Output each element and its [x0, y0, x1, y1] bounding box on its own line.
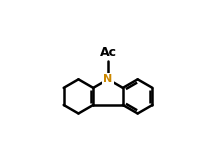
Text: N: N — [103, 74, 113, 84]
Text: Ac: Ac — [100, 46, 117, 59]
